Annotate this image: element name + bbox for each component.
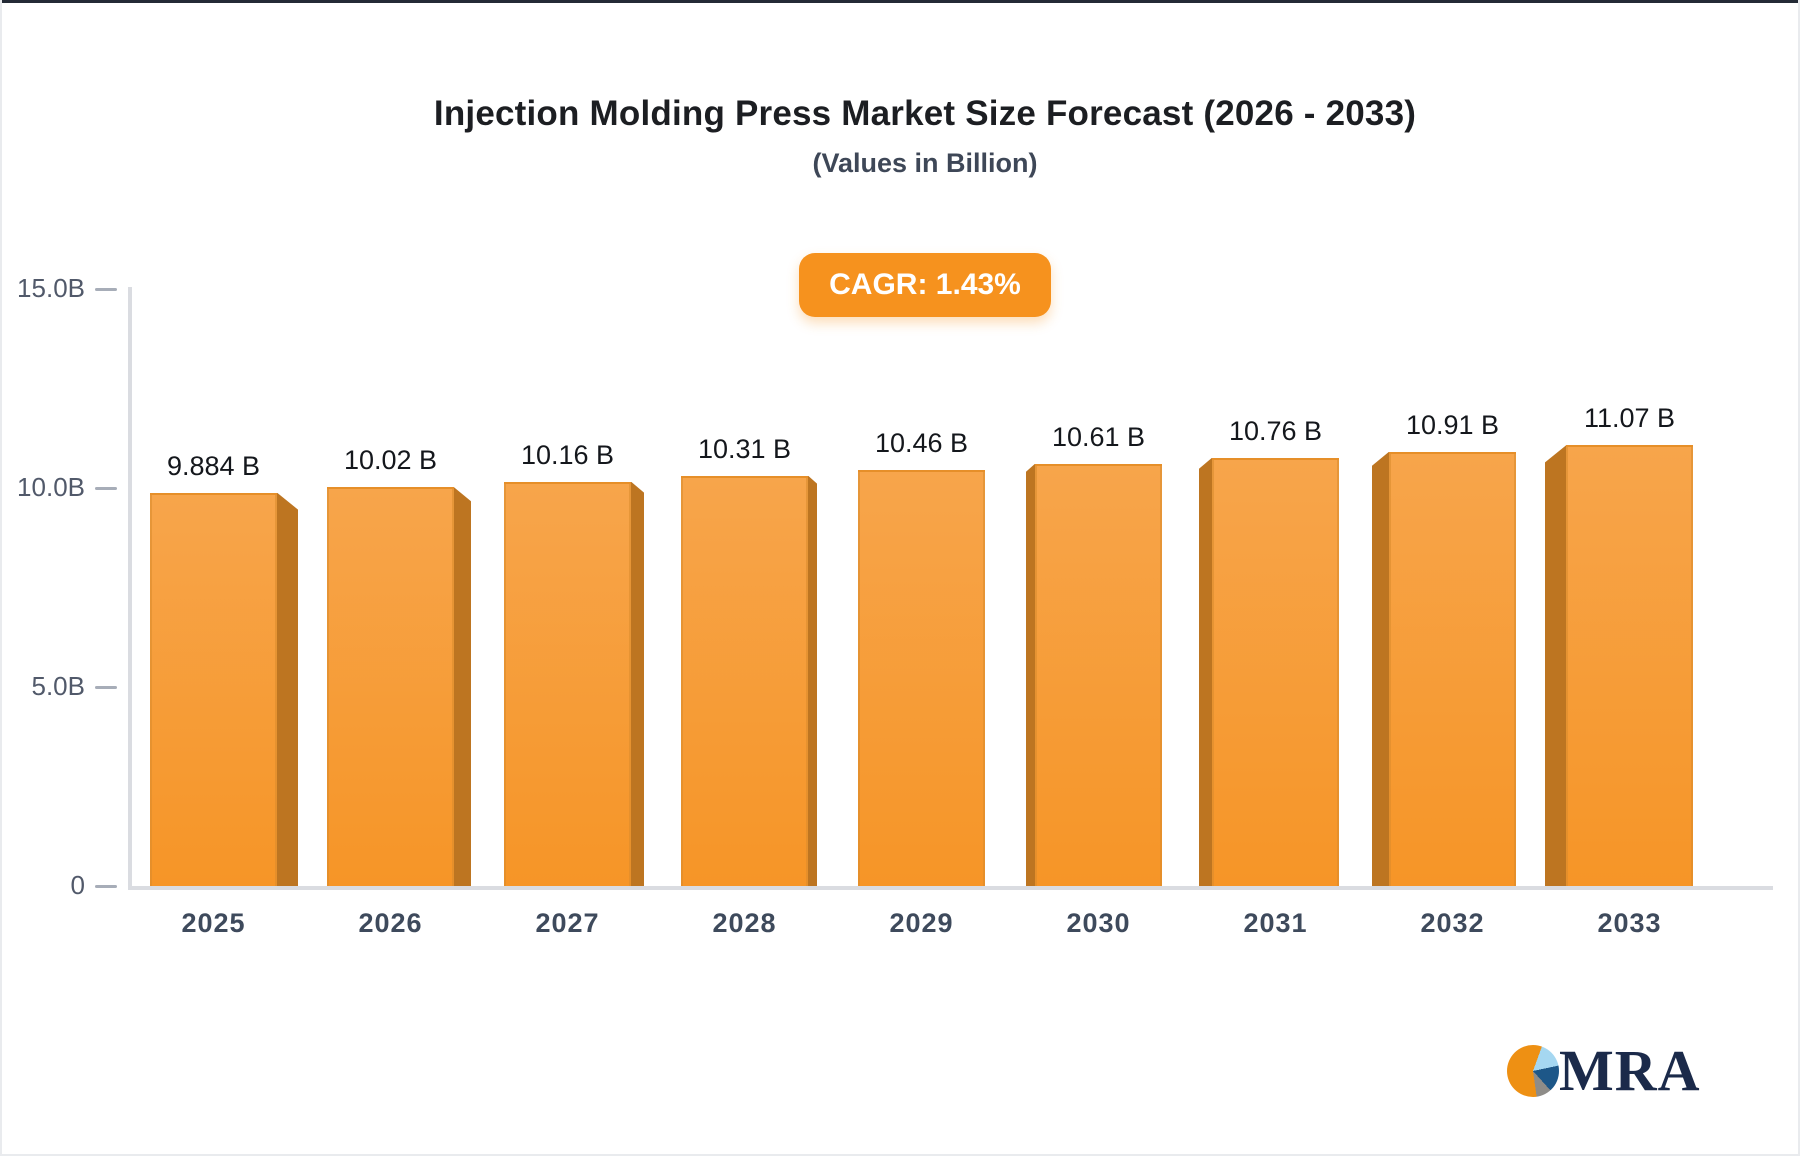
bar-2031 (1212, 457, 1339, 886)
x-axis-label-2030: 2030 (1066, 908, 1131, 938)
left-border-line (0, 0, 2, 1156)
cagr-badge-row: CAGR: 1.43% (50, 253, 1800, 317)
y-axis-tick-label: 0 (70, 870, 85, 900)
chart-title: Injection Molding Press Market Size Fore… (433, 94, 1417, 133)
right-border-line (1798, 0, 1800, 1156)
bar-3d-side (808, 475, 817, 886)
top-border-line (0, 0, 1800, 3)
bar-3d-side (1545, 445, 1566, 886)
bar-value-label: 10.16 B (520, 439, 615, 470)
bar-2028 (681, 475, 808, 886)
bar-value-label: 10.02 B (343, 445, 438, 476)
x-axis-label-2033: 2033 (1597, 908, 1662, 938)
logo-text: MRA (1559, 1038, 1701, 1103)
bar-3d-side (1372, 451, 1389, 886)
x-axis-label-2031: 2031 (1243, 908, 1308, 938)
bar-value-label: 10.61 B (1051, 421, 1146, 452)
bar-value-label: 10.31 B (697, 433, 792, 464)
y-axis-tick-label: 15.0B (17, 273, 85, 303)
x-axis-label-2026: 2026 (358, 908, 423, 938)
bar-value-label: 10.91 B (1405, 409, 1500, 440)
y-axis-tick (95, 486, 117, 490)
bar-value-label: 9.884 B (166, 450, 261, 481)
bar-3d-side (277, 492, 298, 886)
cagr-badge: CAGR: 1.43% (799, 253, 1051, 317)
bar-2030 (1035, 463, 1162, 886)
bar-2027 (504, 481, 631, 886)
x-axis-line (128, 886, 1773, 890)
y-axis-tick-label: 5.0B (31, 671, 86, 701)
y-axis-tick (95, 685, 117, 689)
bar-2033 (1566, 445, 1693, 886)
x-axis-label-2029: 2029 (889, 908, 954, 938)
bar-value-label: 10.76 B (1228, 415, 1323, 446)
bar-value-label: 10.46 B (874, 427, 969, 458)
chart-subtitle: (Values in Billion) (812, 148, 1038, 178)
pie-chart-logo-icon (1507, 1045, 1559, 1097)
y-axis-line (128, 287, 132, 890)
y-axis-tick (95, 884, 117, 888)
bar-value-label: 11.07 B (1583, 403, 1676, 434)
bar-3d-side (1199, 457, 1212, 886)
bar-3d-side (1026, 463, 1035, 886)
bar-2026 (327, 487, 454, 886)
x-axis-label-2025: 2025 (181, 908, 246, 938)
x-axis-label-2028: 2028 (712, 908, 777, 938)
bar-3d-side (631, 481, 644, 886)
bottom-border-line (0, 1154, 1800, 1156)
x-axis-label-2027: 2027 (535, 908, 600, 938)
bar-2032 (1389, 451, 1516, 886)
bar-2029 (858, 469, 985, 886)
bar-3d-side (454, 487, 471, 886)
bar-2025 (150, 492, 277, 886)
y-axis-tick-label: 10.0B (17, 472, 85, 502)
mra-logo: MRA (1507, 1040, 1757, 1110)
y-axis-tick (95, 287, 117, 291)
x-axis-label-2032: 2032 (1420, 908, 1485, 938)
